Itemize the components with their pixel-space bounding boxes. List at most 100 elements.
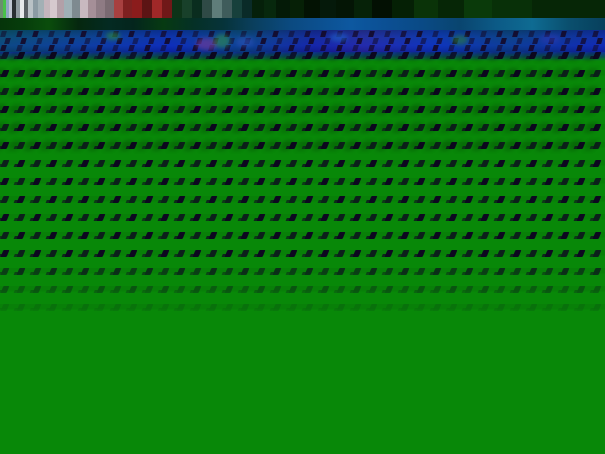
glyph-artifact: [480, 286, 490, 293]
glyph-artifact: [96, 214, 106, 221]
blue-artifact-band: [0, 30, 605, 52]
glyph-artifact: [176, 232, 186, 239]
blue-band-color-bloom: [196, 38, 218, 50]
blue-band-glyph: [36, 38, 43, 44]
noise-cell: [6, 0, 9, 18]
glyph-artifact: [160, 178, 170, 185]
glyph-artifact: [240, 196, 250, 203]
noise-cell: [372, 0, 392, 18]
noise-cell: [242, 0, 252, 18]
glyph-artifact: [592, 124, 602, 131]
glyph-artifact: [416, 178, 426, 185]
glyph-artifact: [480, 250, 490, 257]
glyph-artifact: [112, 232, 122, 239]
blue-band-glyph: [304, 31, 311, 37]
blue-band-glyph: [448, 45, 455, 51]
glyph-artifact: [192, 250, 202, 257]
glyph-artifact: [496, 232, 506, 239]
glyph-artifact: [192, 268, 202, 275]
blue-band-glyph: [496, 31, 503, 37]
blue-band-glyph: [592, 31, 599, 37]
glyph-artifact: [192, 178, 202, 185]
glyph-artifact: [80, 286, 90, 293]
glyph-artifact: [96, 178, 106, 185]
glyph-artifact: [368, 160, 378, 167]
glyph-artifact: [416, 160, 426, 167]
glyph-artifact: [560, 178, 570, 185]
glyph-artifact: [592, 88, 602, 95]
glyph-artifact: [592, 160, 602, 167]
glyph-artifact: [240, 214, 250, 221]
glyph-artifact: [32, 214, 42, 221]
glyph-artifact: [16, 250, 26, 257]
glyph-artifact: [64, 178, 74, 185]
glyph-artifact: [320, 214, 330, 221]
glyph-artifact: [448, 250, 458, 257]
noise-cell: [72, 0, 80, 18]
glyph-artifact: [304, 160, 314, 167]
glyph-artifact: [288, 160, 298, 167]
blue-band-glyph: [176, 31, 183, 37]
glyph-artifact: [256, 160, 266, 167]
blue-band-glyph: [160, 45, 167, 51]
glyph-artifact: [192, 304, 202, 311]
glyph-artifact: [288, 232, 298, 239]
glyph-artifact: [176, 286, 186, 293]
glyph-artifact: [240, 250, 250, 257]
glyph-artifact: [384, 250, 394, 257]
glyph-artifact: [576, 250, 586, 257]
dark-gradient-band: [0, 18, 605, 30]
glyph-artifact: [208, 160, 218, 167]
glyph-artifact: [560, 304, 570, 311]
glyph-artifact: [512, 196, 522, 203]
blue-band-glyph: [272, 45, 279, 51]
glyph-artifact: [592, 232, 602, 239]
glyph-artifact: [272, 286, 282, 293]
glyph-artifact: [336, 268, 346, 275]
glyph-artifact: [384, 214, 394, 221]
blue-band-glyph: [100, 38, 107, 44]
glyph-artifact: [576, 178, 586, 185]
glyph-artifact: [592, 268, 602, 275]
glyph-artifact: [384, 286, 394, 293]
blue-band-glyph: [368, 31, 375, 37]
glyph-artifact: [96, 232, 106, 239]
blue-band-glyph: [336, 45, 343, 51]
glyph-artifact: [0, 160, 10, 167]
blue-band-glyph: [288, 31, 295, 37]
glyph-artifact: [560, 160, 570, 167]
glyph-artifact: [208, 232, 218, 239]
noise-cell: [44, 0, 50, 18]
glyph-artifact: [336, 196, 346, 203]
blue-band-glyph: [20, 38, 27, 44]
blue-band-glyph: [48, 45, 55, 51]
noise-cell: [162, 0, 172, 18]
glyph-artifact: [96, 286, 106, 293]
noise-cell: [64, 0, 72, 18]
glyph-artifact: [224, 250, 234, 257]
blue-band-glyph: [128, 45, 135, 51]
glyph-artifact-grid: [0, 52, 605, 454]
glyph-artifact: [592, 196, 602, 203]
glyph-artifact: [448, 196, 458, 203]
glyph-artifact: [320, 304, 330, 311]
noise-cell: [392, 0, 414, 18]
glyph-artifact: [128, 304, 138, 311]
blue-band-glyph: [404, 38, 411, 44]
glyph-artifact: [560, 250, 570, 257]
glyph-artifact: [208, 286, 218, 293]
glyph-artifact: [496, 196, 506, 203]
glyph-artifact: [128, 250, 138, 257]
glyph-artifact: [16, 286, 26, 293]
glyph-artifact: [560, 286, 570, 293]
blue-band-glyph: [0, 31, 7, 37]
glyph-artifact: [160, 268, 170, 275]
blue-band-glyph: [432, 31, 439, 37]
glyph-artifact: [416, 286, 426, 293]
blue-band-glyph: [80, 31, 87, 37]
glyph-artifact: [480, 178, 490, 185]
glyph-artifact: [528, 286, 538, 293]
glyph-artifact: [64, 268, 74, 275]
noise-cell: [105, 0, 114, 18]
glyph-artifact: [32, 304, 42, 311]
